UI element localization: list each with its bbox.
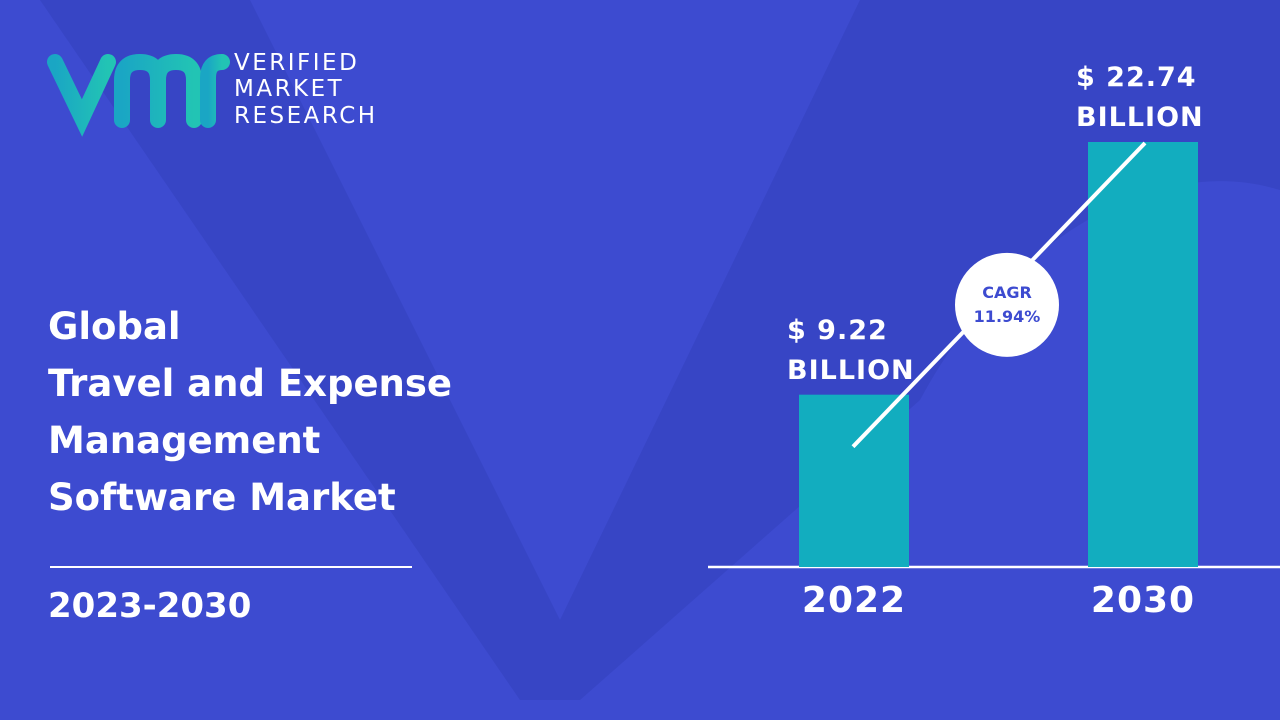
logo-mark [47, 53, 230, 137]
value-label: $ 9.22 BILLION [787, 314, 915, 386]
logo-text: RESEARCH [234, 103, 378, 129]
title-line: Travel and Expense [48, 362, 453, 405]
cagr-value: 11.94% [973, 306, 1041, 326]
title-line: Global [48, 305, 181, 348]
title: Global Travel and Expense Management Sof… [48, 298, 452, 526]
cagr-circle [955, 252, 1059, 357]
v-shape [40, 0, 1280, 700]
title-line: Software Market [48, 476, 396, 519]
logo-text: MARKET [234, 76, 345, 102]
x-tick-label: 2022 [801, 580, 907, 621]
title-line: Management [48, 419, 321, 462]
period: 2023-2030 [48, 586, 252, 626]
bar [1088, 142, 1198, 567]
logo-text: VERIFIED [234, 50, 360, 76]
value-label: $ 22.74 BILLION [1076, 62, 1204, 133]
bar [799, 394, 909, 567]
cagr-label: CAGR [982, 282, 1032, 302]
cagr-badge: CAGR 11.94% [955, 281, 1059, 329]
x-tick-label: 2030 [1090, 580, 1196, 621]
